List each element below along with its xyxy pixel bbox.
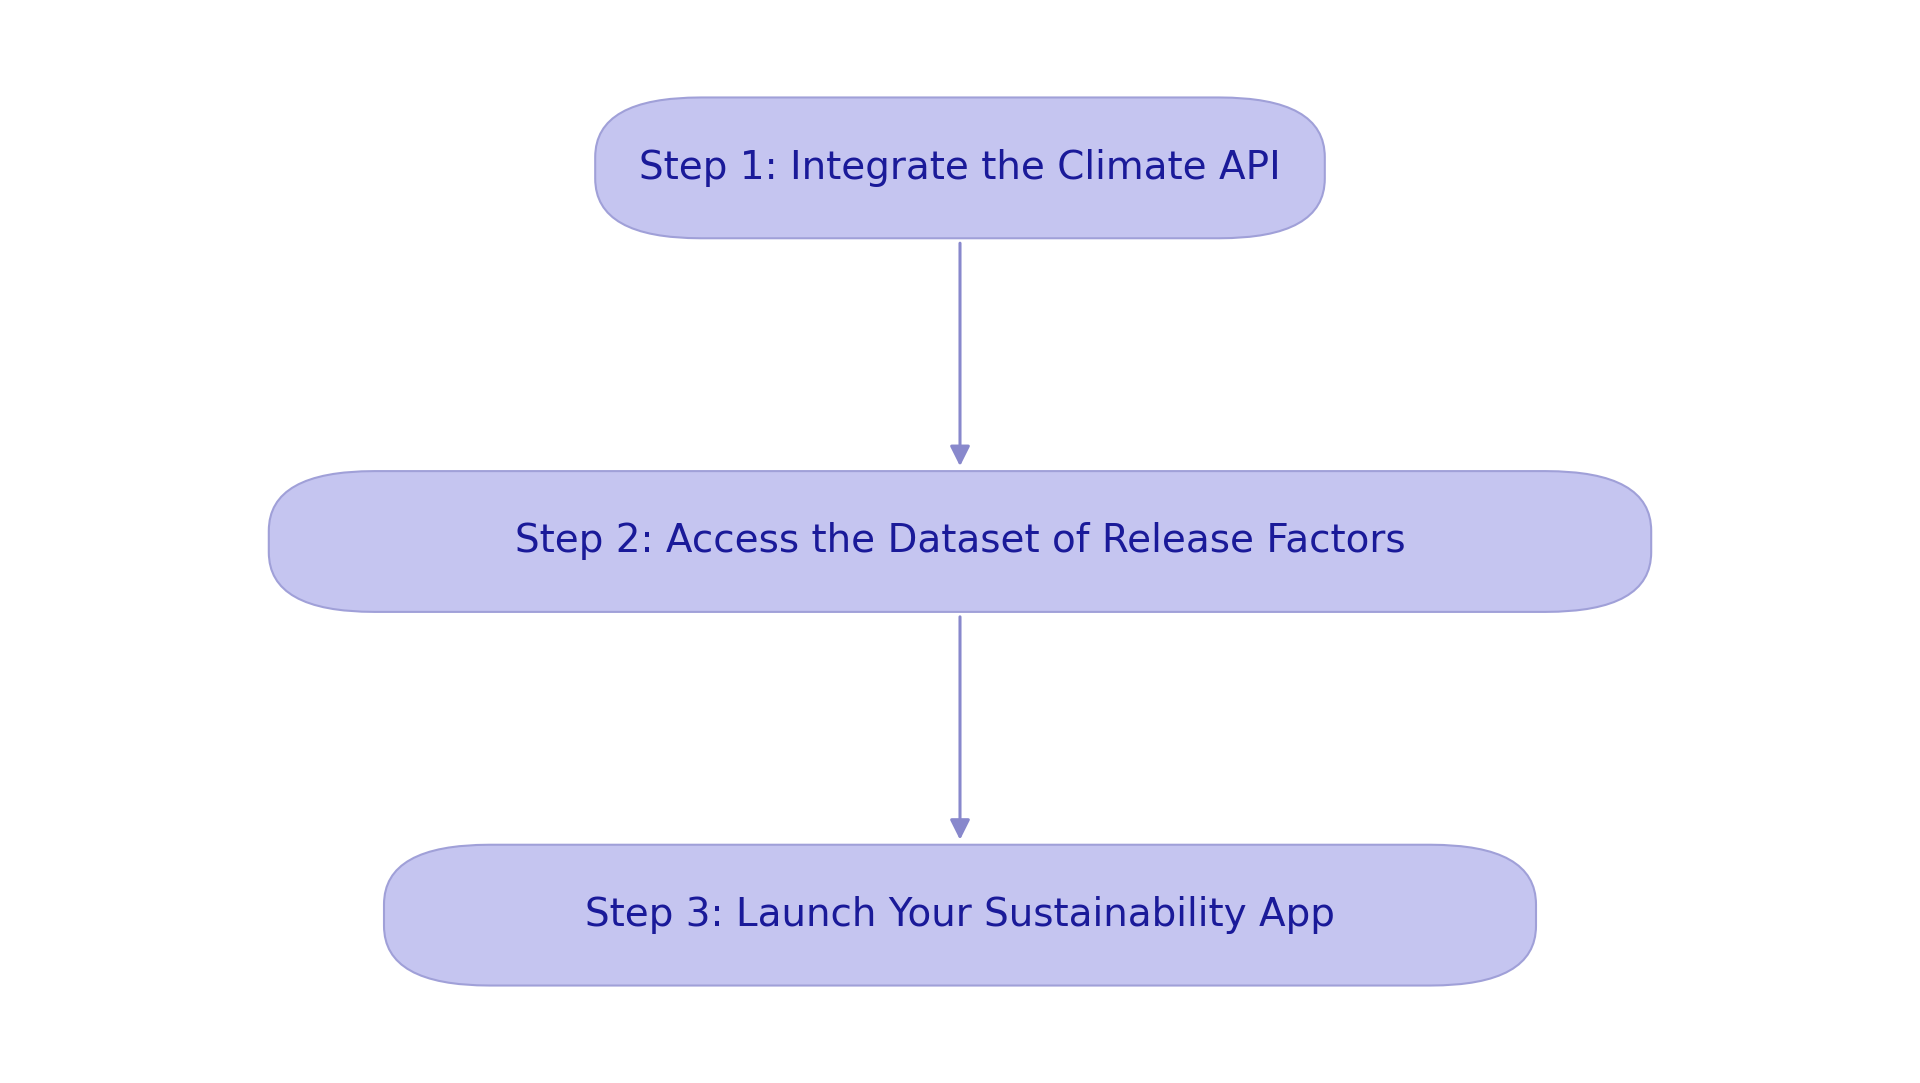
Text: Step 3: Launch Your Sustainability App: Step 3: Launch Your Sustainability App [586, 896, 1334, 935]
FancyBboxPatch shape [384, 845, 1536, 986]
Text: Step 2: Access the Dataset of Release Factors: Step 2: Access the Dataset of Release Fa… [515, 522, 1405, 561]
FancyBboxPatch shape [269, 471, 1651, 612]
FancyBboxPatch shape [595, 97, 1325, 238]
Text: Step 1: Integrate the Climate API: Step 1: Integrate the Climate API [639, 148, 1281, 187]
